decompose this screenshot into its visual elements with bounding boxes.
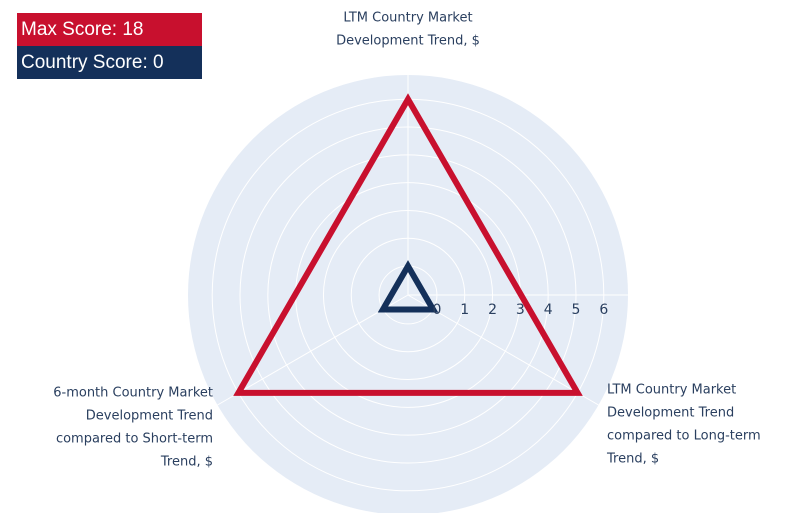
series-line — [377, 260, 439, 313]
category-label: compared to Long-term — [607, 429, 761, 444]
category-label: LTM Country Market — [343, 11, 472, 26]
legend-label: Country Score: 0 — [21, 52, 164, 73]
angular-grid-line — [217, 294, 409, 406]
category-label: Development Trend — [607, 406, 734, 421]
legend-box — [17, 13, 202, 46]
radial-tick-label: 2 — [488, 302, 497, 318]
category-label: Development Trend — [86, 409, 213, 424]
category-label: Development Trend, $ — [336, 34, 480, 49]
category-label: Trend, $ — [606, 452, 659, 467]
category-label: compared to Short-term — [56, 432, 213, 447]
radial-tick-label: 6 — [599, 302, 608, 318]
radial-tick-label: 5 — [572, 302, 581, 318]
radial-tick-label: 3 — [516, 302, 525, 318]
radial-tick-label: 1 — [460, 302, 469, 318]
angular-grid-line — [407, 294, 599, 406]
legend-label: Max Score: 18 — [21, 19, 144, 40]
legend-box — [17, 46, 202, 79]
series-line — [233, 93, 583, 396]
radial-tick-label: 0 — [432, 302, 441, 318]
radial-tick-label: 4 — [544, 302, 553, 318]
category-label: Trend, $ — [160, 455, 213, 470]
category-label: LTM Country Market — [607, 383, 736, 398]
category-label: 6-month Country Market — [53, 386, 213, 401]
